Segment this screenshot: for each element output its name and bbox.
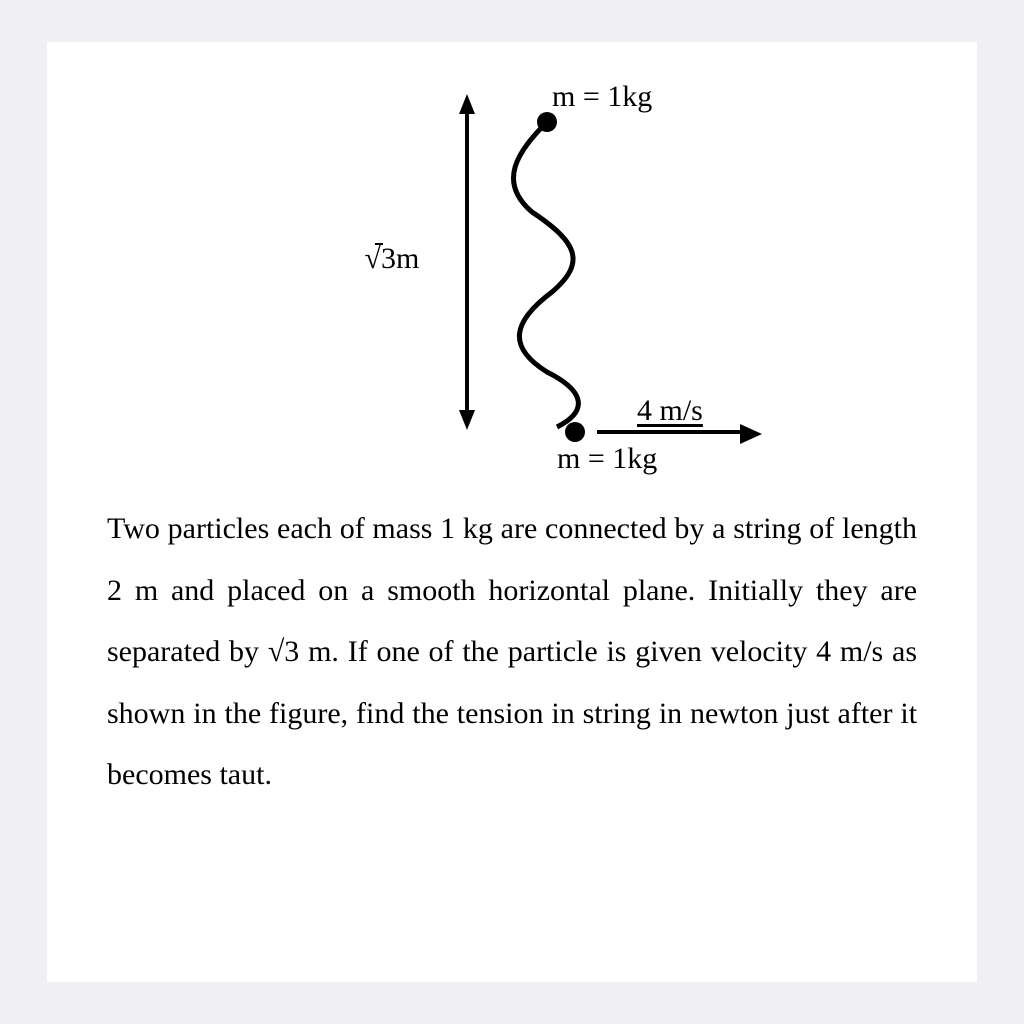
wavy-string <box>513 122 578 427</box>
problem-card: √3m m = 1kg 4 m/s m = 1kg Two particles … <box>47 42 977 982</box>
bottom-particle <box>565 422 585 442</box>
text-line-5: in the figure, find the tension in strin… <box>193 697 829 730</box>
text-sqrt3: √3 <box>268 635 299 668</box>
dimension-arrow <box>459 94 475 430</box>
mass-bottom-label: m = 1kg <box>557 442 657 476</box>
diagram-area: √3m m = 1kg 4 m/s m = 1kg <box>107 72 917 492</box>
problem-text: Two particles each of mass 1 kg are conn… <box>107 492 917 806</box>
mass-top-label: m = 1kg <box>552 80 652 114</box>
top-particle <box>537 112 557 132</box>
text-line-1: Two particles each of mass 1 kg are conn… <box>107 512 725 545</box>
velocity-label: 4 m/s <box>637 394 703 428</box>
text-line-3b: m. <box>299 635 339 668</box>
dimension-label: √3m <box>375 242 419 276</box>
